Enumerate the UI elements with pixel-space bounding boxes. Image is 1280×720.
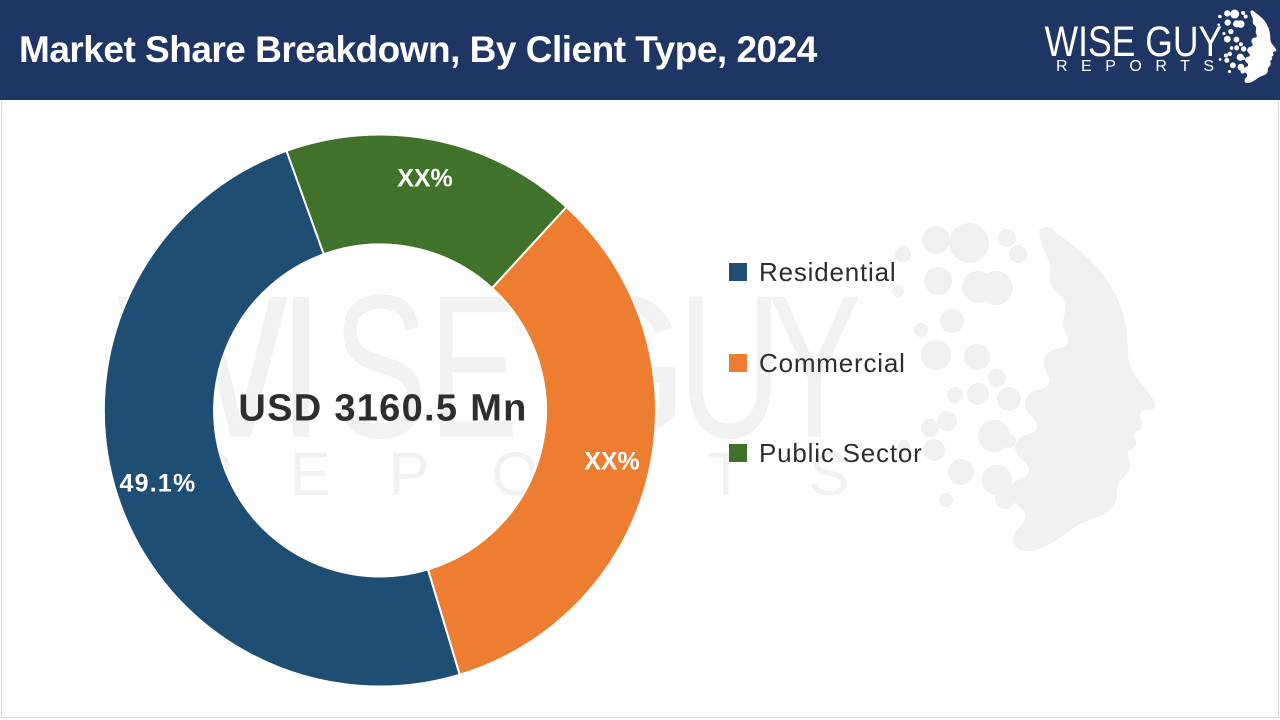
svg-text:P: P: [389, 440, 430, 508]
svg-text:Y: Y: [767, 253, 861, 481]
svg-text:I: I: [277, 254, 325, 481]
svg-text:REPORTS: REPORTS: [1056, 58, 1228, 75]
svg-text:WISE GUY: WISE GUY: [1045, 18, 1223, 66]
svg-text:E: E: [290, 440, 331, 508]
svg-text:S: S: [332, 254, 427, 481]
svg-text:S: S: [809, 440, 850, 508]
